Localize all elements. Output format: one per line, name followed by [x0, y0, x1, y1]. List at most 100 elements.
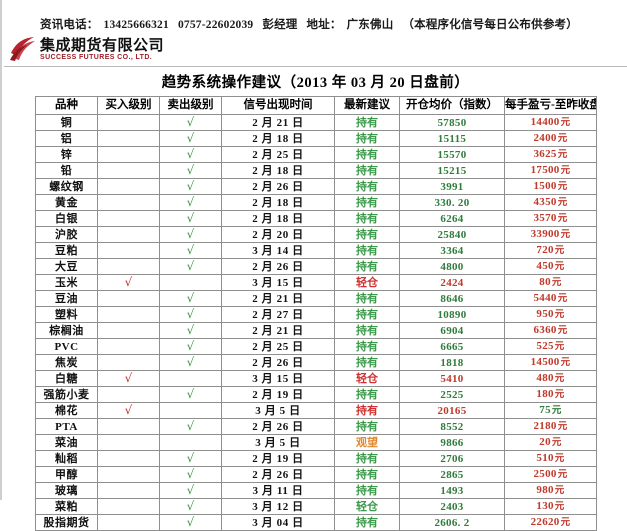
- cell-sell-level: √: [159, 114, 222, 131]
- cell-product: 菜粕: [35, 498, 98, 515]
- cell-profit-loss: 5440元: [504, 290, 597, 307]
- cell-open-price: 2706: [399, 450, 505, 467]
- cell-buy-level: [97, 386, 160, 403]
- cell-buy-level: [97, 306, 160, 323]
- table-row: 强筋小麦 √ 2 月 19 日持有 2525 180元: [35, 386, 597, 403]
- cell-profit-loss: 14400元: [504, 114, 597, 131]
- table-row: 菜油 3 月 5 日观望 9866 20元: [35, 434, 597, 451]
- cell-product: PTA: [35, 418, 98, 435]
- cell-product: 豆油: [35, 290, 98, 307]
- cell-product: 沪胶: [35, 226, 98, 243]
- cell-product: 菜油: [35, 434, 98, 451]
- cell-advice: 持有: [334, 338, 400, 355]
- currency-unit: 元: [560, 230, 571, 240]
- cell-buy-level: [97, 466, 160, 483]
- sell-check-icon: √: [186, 323, 195, 338]
- cell-product: 塑料: [35, 306, 98, 323]
- cell-buy-level: [97, 162, 160, 179]
- table-row: 黄金 √ 2 月 18 日持有 330. 20 4350元: [35, 194, 597, 211]
- cell-advice: 持有: [334, 130, 400, 147]
- cell-sell-level: √: [159, 338, 222, 355]
- cell-open-price: 15115: [399, 130, 505, 147]
- cell-open-price: 3991: [399, 178, 505, 195]
- cell-profit-loss: 480元: [504, 370, 597, 387]
- sell-check-icon: √: [186, 499, 195, 514]
- table-row: 豆粕 √ 3 月 14 日持有 3364 720元: [35, 242, 597, 259]
- sell-check-icon: √: [186, 307, 195, 322]
- cell-signal-time: 2 月 20 日: [221, 226, 335, 243]
- sell-check-icon: √: [186, 163, 195, 178]
- cell-signal-time: 2 月 27 日: [221, 306, 335, 323]
- sell-check-icon: √: [186, 355, 195, 370]
- currency-unit: 元: [554, 342, 565, 352]
- table-row: 白糖 √ 3 月 15 日轻仓 5410 480元: [35, 370, 597, 387]
- table-header-row: 品种 买入级别 卖出级别 信号出现时间 最新建议 开仓均价（指数） 每手盈亏-至…: [35, 96, 597, 115]
- sell-check-icon: √: [186, 227, 195, 242]
- cell-sell-level: √: [159, 130, 222, 147]
- currency-unit: 元: [560, 518, 571, 528]
- currency-unit: 元: [560, 118, 571, 128]
- cell-buy-level: [97, 322, 160, 339]
- cell-buy-level: [97, 146, 160, 163]
- currency-unit: 元: [557, 326, 568, 336]
- cell-open-price: 57850: [399, 114, 505, 131]
- cell-buy-level: √: [97, 274, 160, 291]
- table-row: 股指期货 √ 3 月 04 日持有 2606. 2 22620元: [35, 514, 597, 531]
- cell-profit-loss: 3625元: [504, 146, 597, 163]
- table-row: PTA √ 2 月 26 日持有 8552 2180元: [35, 418, 597, 435]
- cell-open-price: 4800: [399, 258, 505, 275]
- currency-unit: 元: [554, 486, 565, 496]
- cell-product: 白银: [35, 210, 98, 227]
- sell-check-icon: √: [186, 147, 195, 162]
- currency-unit: 元: [554, 310, 565, 320]
- cell-sell-level: √: [159, 226, 222, 243]
- cell-profit-loss: 950元: [504, 306, 597, 323]
- col-header-pl: 每手盈亏-至昨收盘价: [504, 96, 597, 115]
- contact-label: 资讯电话：: [40, 19, 99, 31]
- cell-sell-level: [159, 434, 222, 451]
- cell-signal-time: 2 月 18 日: [221, 130, 335, 147]
- cell-signal-time: 2 月 26 日: [221, 178, 335, 195]
- col-header-open-price: 开仓均价（指数）: [399, 96, 505, 115]
- cell-advice: 持有: [334, 290, 400, 307]
- cell-sell-level: √: [159, 162, 222, 179]
- cell-advice: 轻仓: [334, 498, 400, 515]
- sell-check-icon: √: [186, 339, 195, 354]
- cell-product: 籼稻: [35, 450, 98, 467]
- table-row: 塑料 √ 2 月 27 日持有 10890 950元: [35, 306, 597, 323]
- cell-profit-loss: 75元: [504, 402, 597, 419]
- cell-buy-level: [97, 482, 160, 499]
- cell-open-price: 6904: [399, 322, 505, 339]
- currency-unit: 元: [554, 454, 565, 464]
- cell-open-price: 330. 20: [399, 194, 505, 211]
- table-row: 甲醇 √ 2 月 26 日持有 2865 2500元: [35, 466, 597, 483]
- cell-sell-level: √: [159, 322, 222, 339]
- cell-profit-loss: 3570元: [504, 210, 597, 227]
- cell-open-price: 25840: [399, 226, 505, 243]
- currency-unit: 元: [554, 390, 565, 400]
- cell-product: 锌: [35, 146, 98, 163]
- cell-advice: 持有: [334, 482, 400, 499]
- cell-signal-time: 3 月 15 日: [221, 370, 335, 387]
- cell-product: 铝: [35, 130, 98, 147]
- cell-signal-time: 3 月 11 日: [221, 482, 335, 499]
- cell-signal-time: 2 月 25 日: [221, 146, 335, 163]
- cell-open-price: 1493: [399, 482, 505, 499]
- swoosh-logo-icon: [10, 37, 35, 61]
- buy-check-icon: √: [124, 403, 133, 418]
- cell-buy-level: √: [97, 370, 160, 387]
- cell-profit-loss: 720元: [504, 242, 597, 259]
- sell-check-icon: √: [186, 259, 195, 274]
- page-title: 趋势系统操作建议（2013 年 03 月 20 日盘前）: [161, 75, 470, 91]
- cell-open-price: 8646: [399, 290, 505, 307]
- sell-check-icon: √: [186, 467, 195, 482]
- contact-manager: 彭经理: [262, 19, 298, 31]
- cell-buy-level: [97, 290, 160, 307]
- cell-product: 棕榈油: [35, 322, 98, 339]
- contact-phone-mobile: 13425666321: [103, 19, 169, 31]
- cell-buy-level: [97, 114, 160, 131]
- cell-profit-loss: 14500元: [504, 354, 597, 371]
- cell-sell-level: [159, 370, 222, 387]
- col-header-product: 品种: [35, 96, 98, 115]
